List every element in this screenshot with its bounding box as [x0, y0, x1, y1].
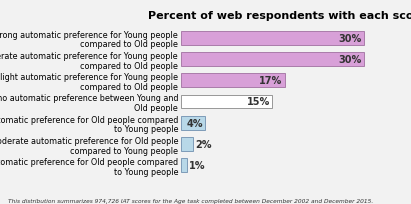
Text: 4%: 4% — [186, 118, 203, 128]
Text: 17%: 17% — [259, 76, 282, 86]
Title: Percent of web respondents with each score: Percent of web respondents with each sco… — [148, 11, 411, 21]
Text: This distribution summarizes 974,726 IAT scores for the Age task completed betwe: This distribution summarizes 974,726 IAT… — [8, 198, 374, 203]
Text: 2%: 2% — [195, 139, 211, 149]
Text: 1%: 1% — [189, 161, 205, 171]
Text: 30%: 30% — [338, 55, 362, 65]
Bar — [181, 74, 285, 88]
Bar — [181, 159, 187, 172]
Bar — [181, 95, 272, 109]
Bar — [181, 116, 205, 130]
Text: 15%: 15% — [247, 97, 270, 107]
Bar — [181, 137, 193, 151]
Bar — [181, 53, 364, 67]
Bar — [181, 32, 364, 45]
Text: 30%: 30% — [338, 33, 362, 43]
